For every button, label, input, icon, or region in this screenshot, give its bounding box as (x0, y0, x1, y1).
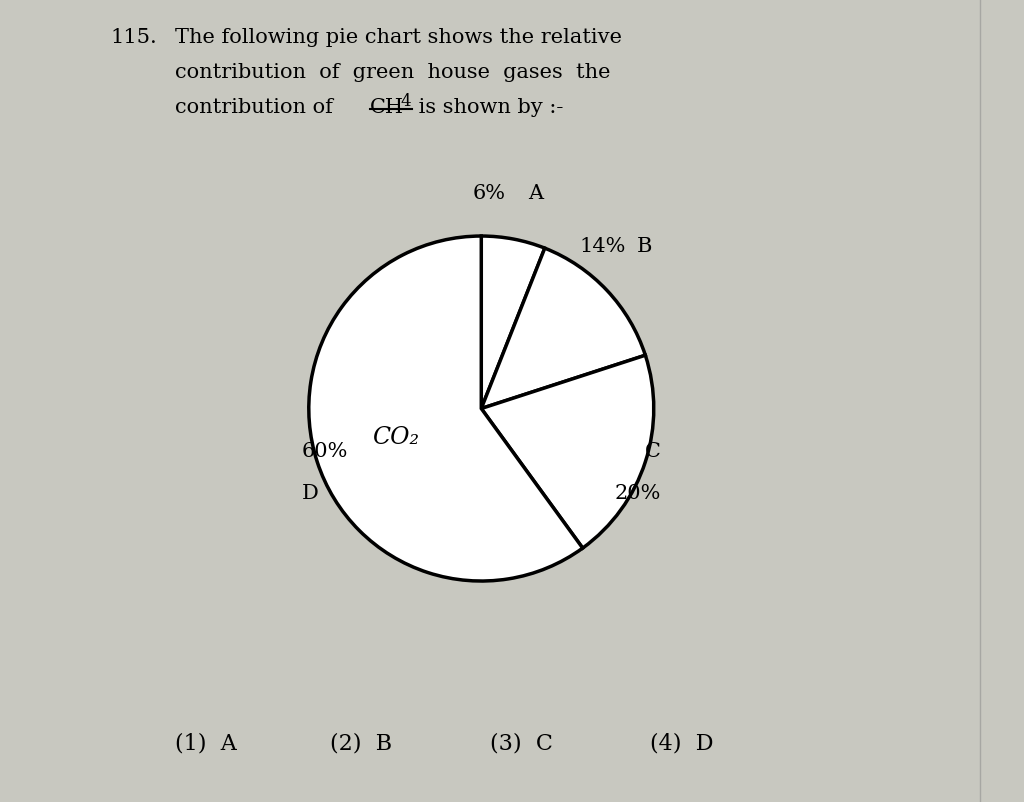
Text: C: C (645, 442, 662, 460)
Text: CO₂: CO₂ (373, 425, 420, 448)
Text: B: B (637, 237, 652, 256)
Text: contribution  of  green  house  gases  the: contribution of green house gases the (175, 63, 610, 82)
Text: 6%: 6% (473, 184, 506, 202)
Wedge shape (481, 237, 545, 409)
Wedge shape (481, 356, 653, 549)
Text: (1)  A: (1) A (175, 732, 237, 754)
Text: (2)  B: (2) B (330, 732, 392, 754)
Text: 14%: 14% (580, 237, 627, 256)
Text: The following pie chart shows the relative: The following pie chart shows the relati… (175, 28, 622, 47)
Text: contribution of: contribution of (175, 98, 340, 117)
Text: (4)  D: (4) D (650, 732, 714, 754)
Text: 20%: 20% (614, 483, 662, 502)
Text: is shown by :-: is shown by :- (412, 98, 563, 117)
Wedge shape (309, 237, 583, 581)
Text: 4: 4 (400, 93, 411, 110)
Text: D: D (301, 483, 318, 502)
Text: 60%: 60% (301, 442, 348, 460)
Wedge shape (481, 249, 645, 409)
Text: 115.: 115. (110, 28, 157, 47)
Text: CH: CH (370, 98, 404, 117)
Text: (3)  C: (3) C (490, 732, 553, 754)
Text: A: A (528, 184, 543, 202)
